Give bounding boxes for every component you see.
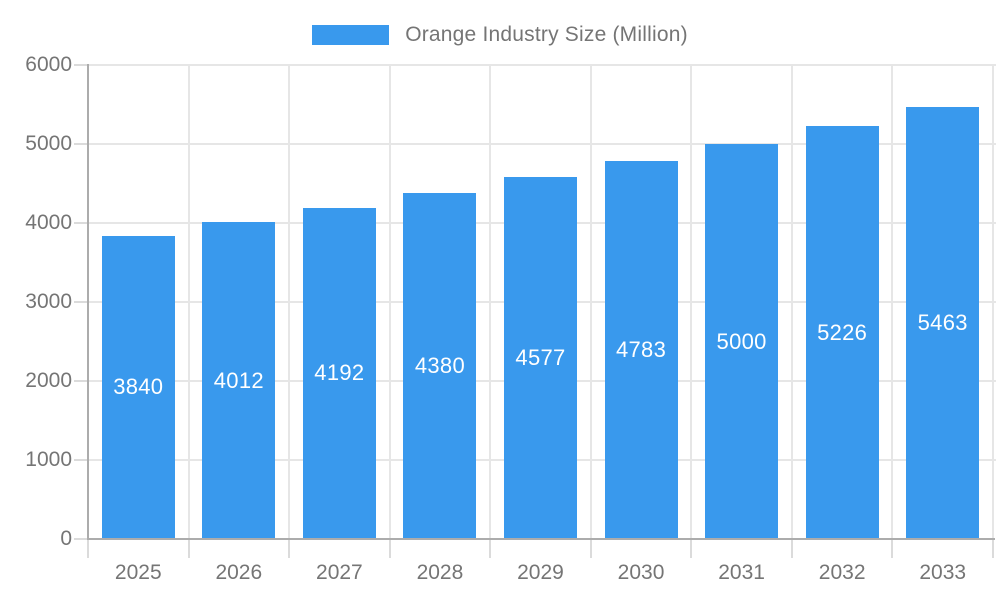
y-axis-label: 0 xyxy=(60,527,72,550)
bar-2033: 5463 xyxy=(906,107,980,539)
gridline-vertical xyxy=(891,65,894,539)
bar-2025: 3840 xyxy=(101,235,175,539)
x-axis-label: 2025 xyxy=(114,561,162,584)
y-axis-label: 2000 xyxy=(25,369,72,392)
y-axis-label: 3000 xyxy=(25,290,72,313)
legend-swatch xyxy=(312,25,390,45)
gridline-vertical xyxy=(589,65,592,539)
x-axis-label: 2032 xyxy=(818,561,866,584)
gridline-vertical xyxy=(388,65,391,539)
x-axis-tick xyxy=(992,539,994,558)
bar-2029: 4577 xyxy=(504,177,577,539)
bar-2030: 4783 xyxy=(604,161,678,539)
y-axis-label: 1000 xyxy=(25,448,72,471)
gridline-vertical xyxy=(790,65,793,539)
x-axis-tick xyxy=(790,539,793,558)
bar-2028: 4380 xyxy=(403,192,477,539)
gridline-vertical xyxy=(288,65,291,539)
x-axis-tick xyxy=(288,539,291,558)
x-axis-tick xyxy=(489,539,492,558)
x-axis-label: 2029 xyxy=(517,561,564,584)
bar-value-label: 4783 xyxy=(615,337,667,363)
x-axis-label: 2027 xyxy=(316,561,363,584)
x-axis-tick xyxy=(891,539,894,558)
bar-value-label: 5000 xyxy=(716,328,767,354)
x-axis-tick xyxy=(388,539,391,558)
y-axis-label: 4000 xyxy=(25,211,72,234)
x-axis-tick xyxy=(187,539,190,558)
x-axis-label: 2033 xyxy=(919,561,967,584)
gridline-vertical xyxy=(690,65,693,539)
bar-value-label: 4577 xyxy=(515,345,566,371)
bar-2026: 4012 xyxy=(202,222,276,539)
legend-label: Orange Industry Size (Million) xyxy=(405,23,688,46)
bar-value-label: 4380 xyxy=(414,352,466,378)
chart-legend: Orange Industry Size (Million) xyxy=(0,23,1000,46)
bar-value-label: 5463 xyxy=(917,310,968,336)
gridline-horizontal xyxy=(88,143,996,145)
y-axis-tick xyxy=(74,380,88,382)
y-axis-line xyxy=(87,64,89,540)
x-axis-tick xyxy=(87,539,89,558)
gridline-vertical xyxy=(187,65,190,539)
y-axis-tick xyxy=(74,222,88,224)
bar-2032: 5226 xyxy=(805,126,879,539)
y-axis-tick xyxy=(74,64,88,66)
x-axis-label: 2031 xyxy=(718,561,765,584)
bar-value-label: 5226 xyxy=(817,319,868,345)
x-axis-line xyxy=(87,538,995,540)
y-axis-tick xyxy=(74,301,88,303)
y-axis-tick xyxy=(74,459,88,461)
bar-2027: 4192 xyxy=(302,207,376,539)
y-axis-tick xyxy=(74,143,88,145)
bar-value-label: 3840 xyxy=(113,374,164,400)
gridline-vertical xyxy=(992,65,994,539)
x-axis-label: 2030 xyxy=(617,561,665,584)
gridline-vertical xyxy=(489,65,492,539)
y-axis-tick xyxy=(74,538,88,540)
y-axis-label: 5000 xyxy=(25,132,72,155)
bar-value-label: 4192 xyxy=(314,360,365,386)
x-axis-tick xyxy=(690,539,693,558)
gridline-horizontal xyxy=(88,64,996,66)
bar-value-label: 4012 xyxy=(213,367,264,393)
bar-2031: 5000 xyxy=(705,144,779,539)
x-axis-label: 2026 xyxy=(215,561,263,584)
y-axis-label: 6000 xyxy=(25,53,72,76)
x-axis-label: 2028 xyxy=(416,561,464,584)
x-axis-tick xyxy=(589,539,592,558)
